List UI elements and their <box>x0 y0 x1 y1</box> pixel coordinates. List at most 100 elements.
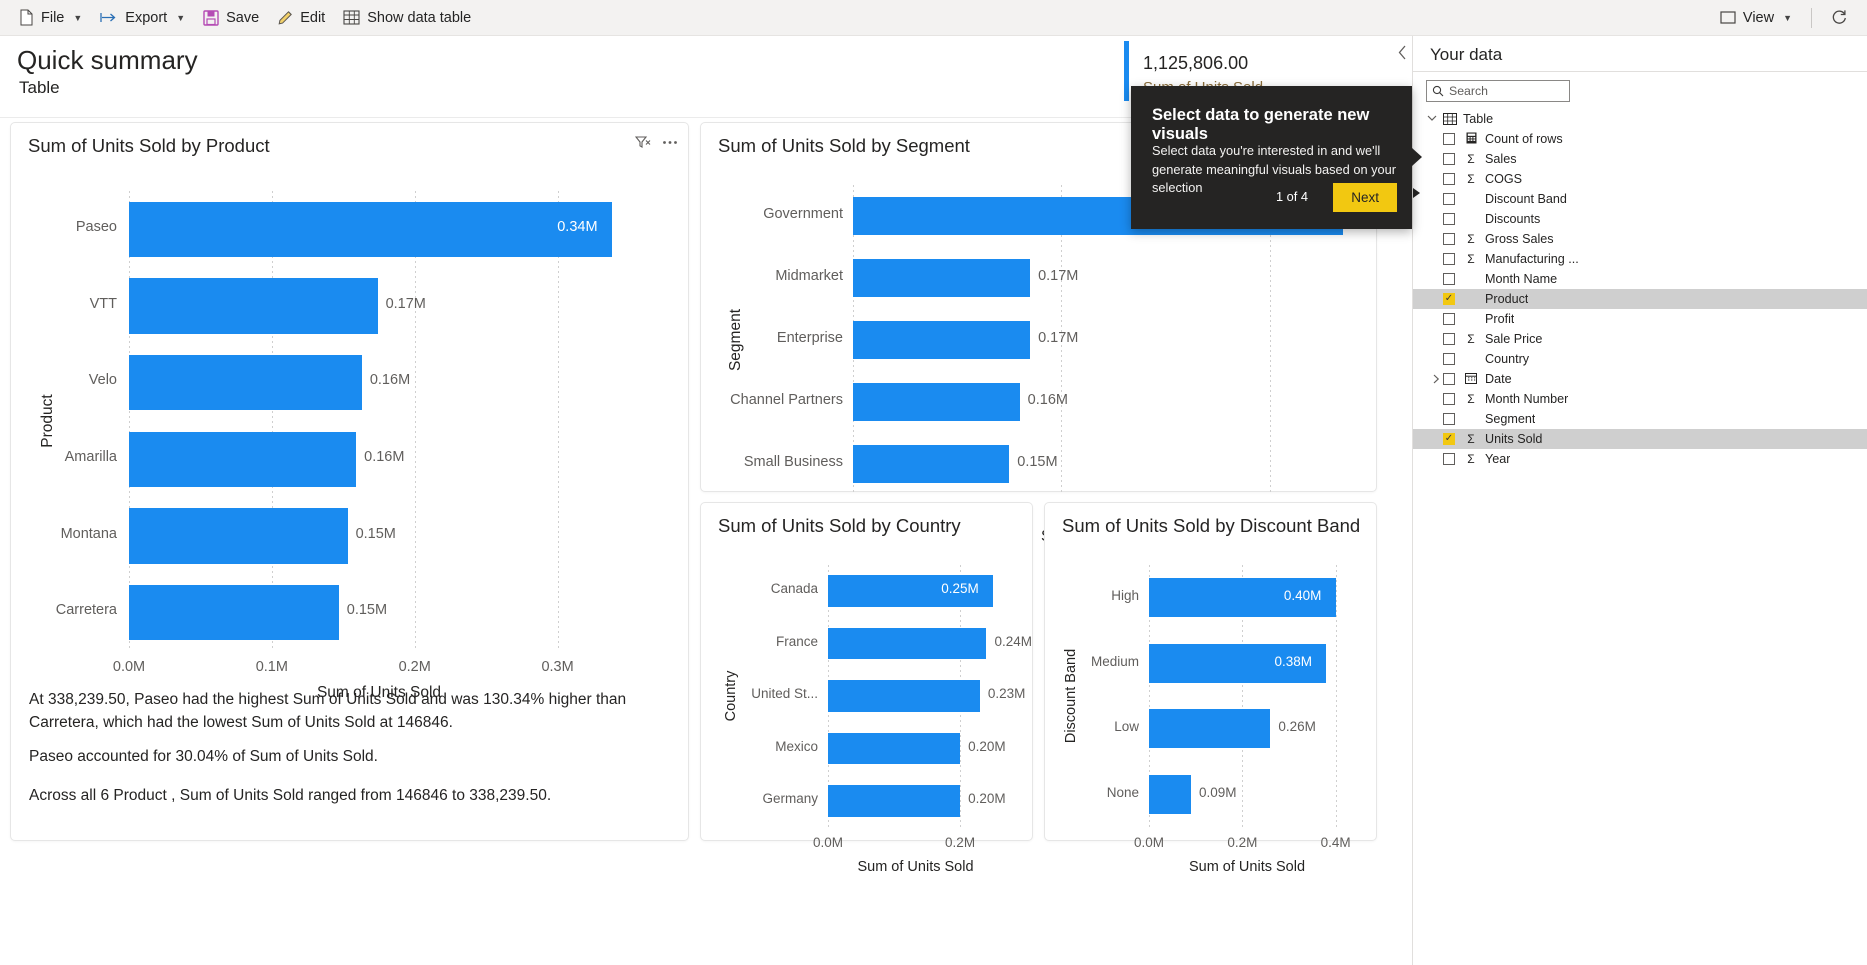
chart-country: 0.0M 0.2M Canada 0.25M France 0.24M United St.… <box>701 543 1034 875</box>
category-label: Carretera <box>55 602 117 619</box>
more-options-icon[interactable] <box>662 140 678 145</box>
sigma-icon: Σ <box>1467 432 1475 446</box>
field-checkbox[interactable]: ✓ <box>1443 293 1455 305</box>
field-checkbox[interactable] <box>1443 373 1455 385</box>
data-label: 0.16M <box>369 372 411 389</box>
file-menu-button[interactable]: File ▼ <box>10 3 91 33</box>
data-label: 0.16M <box>1027 391 1068 408</box>
field-checkbox[interactable] <box>1443 233 1455 245</box>
bar[interactable] <box>129 508 348 564</box>
collapse-pane-button[interactable] <box>1393 40 1411 64</box>
field-checkbox[interactable] <box>1443 253 1455 265</box>
visual-title-segment: Sum of Units Sold by Segment <box>718 135 970 156</box>
chevron-down-icon[interactable] <box>1427 115 1437 122</box>
field-checkbox[interactable] <box>1443 353 1455 365</box>
edit-button[interactable]: Edit <box>268 3 334 33</box>
export-menu-button[interactable]: Export ▼ <box>91 3 194 33</box>
field-row[interactable]: Σ Sales <box>1413 149 1867 169</box>
coach-next-button[interactable]: Next <box>1333 183 1397 212</box>
bar[interactable] <box>1149 578 1336 618</box>
search-box[interactable] <box>1426 80 1570 102</box>
chevron-right-icon[interactable] <box>1429 374 1443 384</box>
field-label: Units Sold <box>1485 432 1543 446</box>
data-label: 0.20M <box>968 791 1006 807</box>
bar[interactable] <box>828 785 961 817</box>
bar[interactable] <box>853 320 1031 360</box>
visual-card-product[interactable]: Sum of Units Sold by Product 0.0M 0.1M 0.2… <box>10 122 689 841</box>
field-label: Sales <box>1485 152 1517 166</box>
field-row[interactable]: Profit <box>1413 309 1867 329</box>
category-label: High <box>1111 588 1139 604</box>
field-checkbox[interactable] <box>1443 273 1455 285</box>
filter-icon[interactable] <box>635 135 652 150</box>
field-row[interactable]: ✓ Σ Units Sold <box>1413 429 1867 449</box>
field-row[interactable]: Σ Year <box>1413 449 1867 469</box>
field-checkbox[interactable] <box>1443 213 1455 225</box>
calendar-icon <box>1462 372 1480 387</box>
field-row[interactable]: Σ COGS <box>1413 169 1867 189</box>
axis-tick-label: 0.3M <box>541 659 574 675</box>
field-checkbox[interactable] <box>1443 393 1455 405</box>
field-checkbox[interactable] <box>1443 313 1455 325</box>
field-row[interactable]: Month Name <box>1413 269 1867 289</box>
field-row[interactable]: Count of rows <box>1413 129 1867 149</box>
field-row[interactable]: Discounts <box>1413 209 1867 229</box>
view-menu-button[interactable]: View ▼ <box>1711 3 1801 33</box>
coach-step-counter: 1 of 4 <box>1275 189 1308 204</box>
refresh-button[interactable] <box>1822 3 1857 33</box>
header-divider <box>0 117 1390 118</box>
field-row[interactable]: Σ Gross Sales <box>1413 229 1867 249</box>
bar[interactable] <box>828 627 987 660</box>
bar[interactable] <box>129 355 362 411</box>
sigma-icon: Σ <box>1467 252 1475 266</box>
field-checkbox[interactable] <box>1443 173 1455 185</box>
field-row[interactable]: ✓ Product <box>1413 289 1867 309</box>
field-list: Count of rows Σ Sales Σ COGS Discount Band Dis… <box>1413 129 1867 469</box>
field-checkbox[interactable] <box>1443 413 1455 425</box>
bar[interactable] <box>1149 709 1271 749</box>
chevron-down-icon: ▼ <box>73 12 83 23</box>
bar[interactable] <box>129 278 378 334</box>
field-tree-root[interactable]: Table <box>1413 108 1867 129</box>
bar[interactable] <box>129 431 357 487</box>
chart-discount-band: 0.0M 0.2M 0.4M High 0.40M Medium 0.38M Low 0.26M… <box>1045 543 1378 875</box>
field-row[interactable]: Date <box>1413 369 1867 389</box>
bar[interactable] <box>828 575 994 607</box>
search-input[interactable] <box>1449 84 1561 98</box>
file-menu-label: File <box>41 9 65 26</box>
field-checkbox[interactable] <box>1443 333 1455 345</box>
view-icon <box>1720 11 1736 24</box>
bar[interactable] <box>1149 643 1327 683</box>
field-row[interactable]: Discount Band <box>1413 189 1867 209</box>
field-checkbox[interactable] <box>1443 453 1455 465</box>
edit-label: Edit <box>300 9 326 26</box>
bar[interactable] <box>129 201 613 257</box>
field-checkbox[interactable]: ✓ <box>1443 433 1455 445</box>
coach-tooltip[interactable]: Select data to generate new visuals Sele… <box>1131 86 1422 229</box>
field-row[interactable]: Σ Month Number <box>1413 389 1867 409</box>
data-label: 0.24M <box>994 633 1033 649</box>
field-tree-root-label: Table <box>1463 111 1494 126</box>
bar[interactable] <box>129 585 339 641</box>
bar[interactable] <box>853 382 1020 422</box>
bar[interactable] <box>828 732 961 765</box>
field-checkbox[interactable] <box>1443 193 1455 205</box>
visual-card-discount-band[interactable]: Sum of Units Sold by Discount Band 0.0M 0… <box>1044 502 1378 875</box>
show-data-table-button[interactable]: Show data table <box>334 3 480 33</box>
bar[interactable] <box>828 680 980 712</box>
bar[interactable] <box>853 444 1010 484</box>
field-row[interactable]: Country <box>1413 349 1867 369</box>
sigma-icon: Σ <box>1467 392 1475 406</box>
visual-title-discount-band: Sum of Units Sold by Discount Band <box>1062 515 1361 536</box>
field-checkbox[interactable] <box>1443 153 1455 165</box>
save-button[interactable]: Save <box>194 3 268 33</box>
field-row[interactable]: Segment <box>1413 409 1867 429</box>
field-row[interactable]: Σ Manufacturing ... <box>1413 249 1867 269</box>
field-row[interactable]: Σ Sale Price <box>1413 329 1867 349</box>
bar[interactable] <box>853 258 1031 298</box>
bar[interactable] <box>1149 774 1191 814</box>
category-label: Montana <box>60 525 117 542</box>
narrative-paragraph-2: Paseo accounted for 30.04% of Sum of Uni… <box>29 748 378 765</box>
visual-card-country[interactable]: Sum of Units Sold by Country 0.0M 0.2M Can… <box>700 502 1034 875</box>
field-checkbox[interactable] <box>1443 133 1455 145</box>
